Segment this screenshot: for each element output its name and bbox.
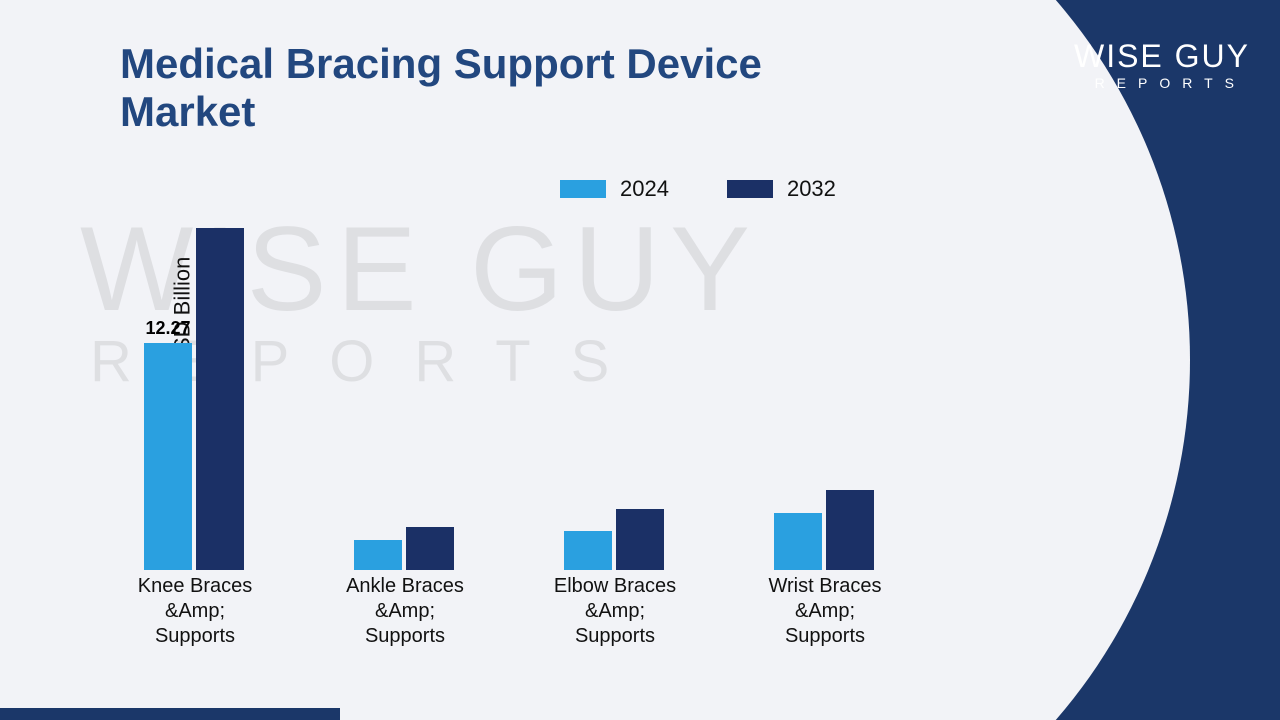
bar-pair — [340, 200, 470, 570]
category-label: Knee Braces &Amp; Supports — [124, 574, 266, 649]
bar — [774, 513, 822, 570]
category-label: Ankle Braces &Amp; Supports — [334, 574, 476, 649]
bar — [196, 228, 244, 570]
brand-logo: WISE GUY REPORTS — [1074, 38, 1250, 91]
bar-chart: Market Size in USD Billion 12.27Knee Bra… — [100, 170, 1000, 600]
category-label: Elbow Braces &Amp; Supports — [544, 574, 686, 649]
page-root: WISE GUY REPORTS Medical Bracing Support… — [0, 0, 1280, 720]
bar-value-label: 12.27 — [138, 318, 198, 339]
bar-pair — [550, 200, 680, 570]
bar — [564, 531, 612, 570]
chart-title: Medical Bracing Support Device Market — [120, 40, 880, 137]
bar-group: Ankle Braces &Amp; Supports — [340, 200, 470, 570]
category-label: Wrist Braces &Amp; Supports — [754, 574, 896, 649]
bar — [354, 540, 402, 570]
brand-panel — [960, 0, 1280, 720]
bar-group: Elbow Braces &Amp; Supports — [550, 200, 680, 570]
brand-line2: REPORTS — [1074, 75, 1250, 91]
bar-pair — [760, 200, 890, 570]
bar — [144, 343, 192, 570]
bar — [406, 527, 454, 570]
bar-group: Wrist Braces &Amp; Supports — [760, 200, 890, 570]
bar-pair: 12.27 — [130, 200, 260, 570]
bar — [616, 509, 664, 570]
bar-group: 12.27Knee Braces &Amp; Supports — [130, 200, 260, 570]
bar — [826, 490, 874, 570]
plot-area: 12.27Knee Braces &Amp; Supports Ankle Bra… — [130, 200, 980, 570]
footer-accent-bar — [0, 708, 340, 720]
brand-line1: WISE GUY — [1074, 38, 1250, 75]
